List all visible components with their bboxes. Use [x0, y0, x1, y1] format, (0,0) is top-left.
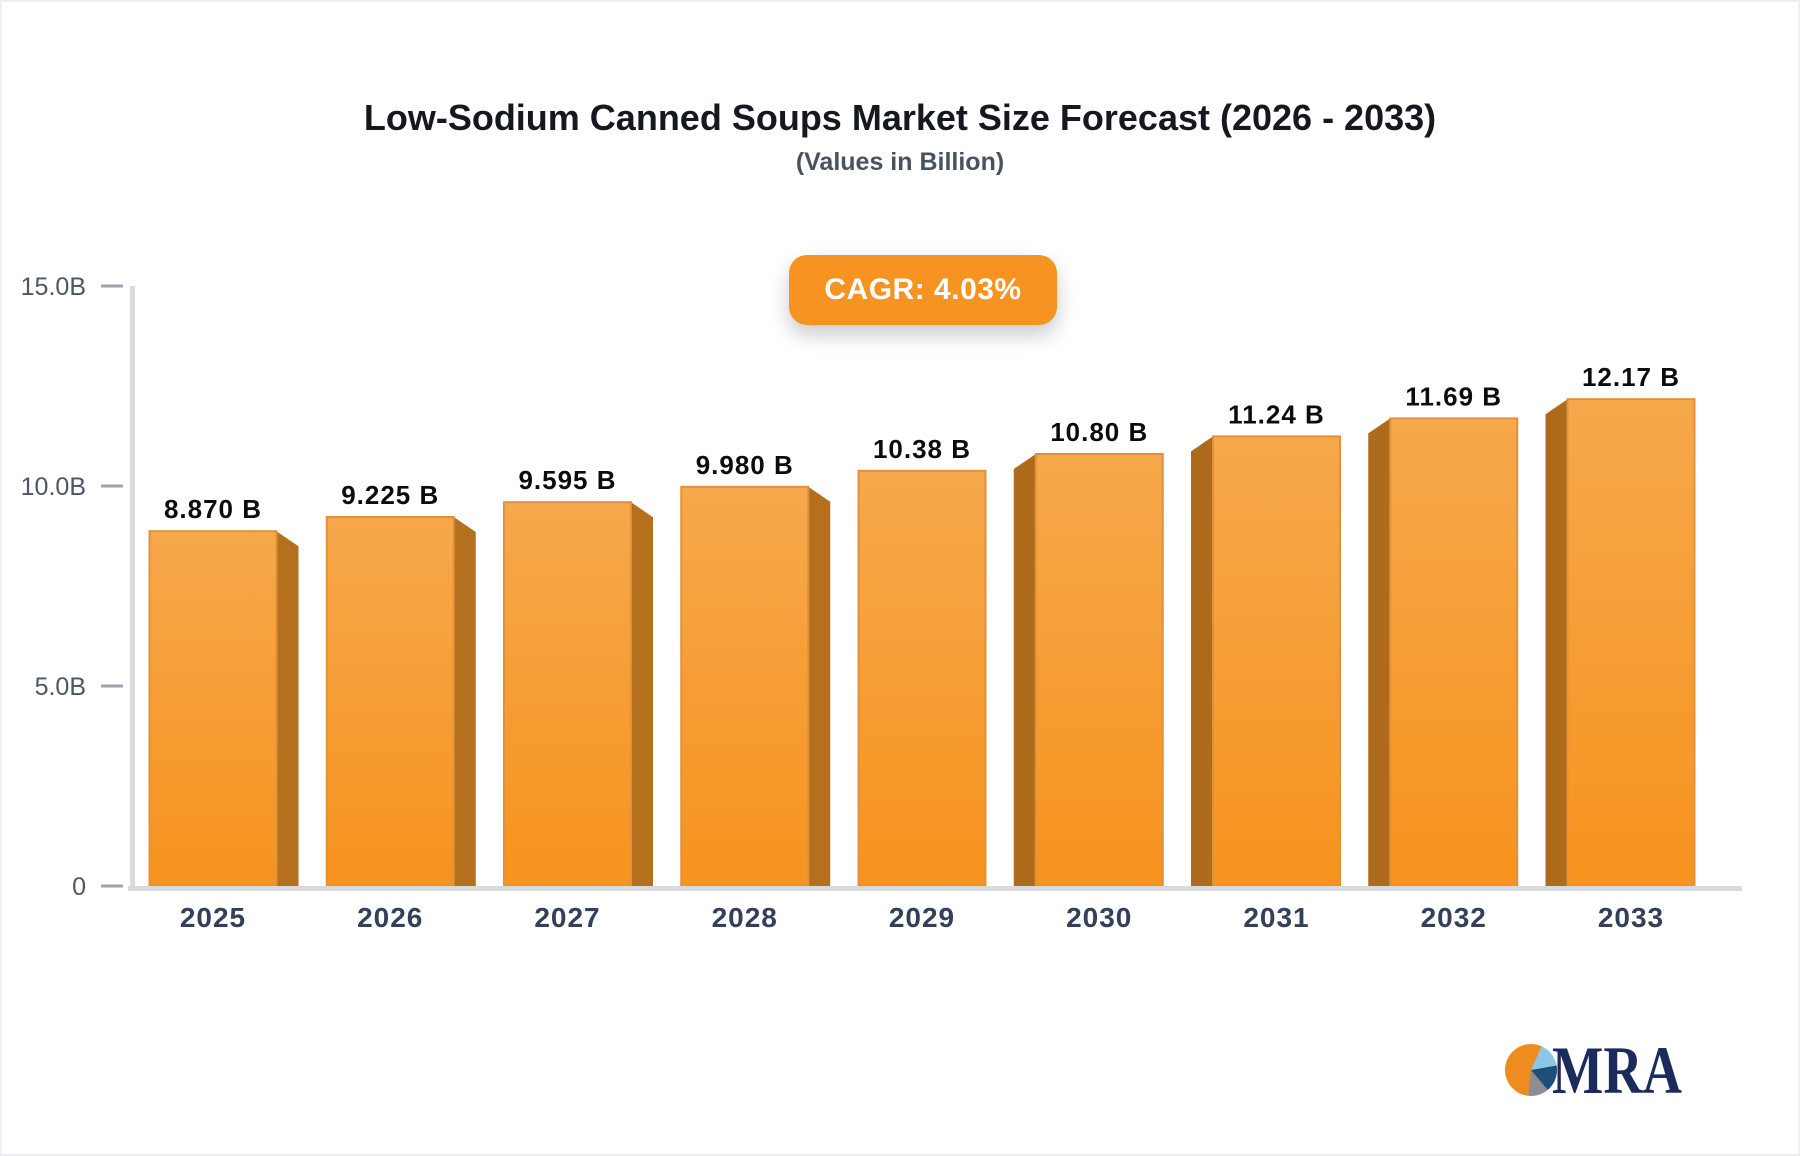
bar-group-2030: 10.80 B 2030	[1013, 417, 1164, 933]
bar-2025	[148, 530, 278, 887]
bar-value-label: 12.17 B	[1582, 362, 1680, 392]
x-axis-label-2027: 2027	[534, 902, 600, 933]
bar-value-label: 8.870 B	[164, 494, 262, 524]
bar-group-2029: 10.38 B 2029	[857, 434, 987, 933]
x-axis-label-2026: 2026	[357, 902, 423, 933]
bar-2032	[1389, 417, 1519, 887]
bar-value-label: 9.980 B	[696, 450, 794, 480]
x-axis-label-2030: 2030	[1066, 902, 1132, 933]
bar-side-face	[1368, 418, 1391, 886]
x-axis-label-2032: 2032	[1421, 902, 1487, 933]
bar-value-label: 11.69 B	[1405, 381, 1502, 411]
bar-group-2026: 9.225 B 2026	[325, 480, 476, 933]
bar-side-face	[453, 517, 476, 886]
x-axis-label-2028: 2028	[712, 902, 778, 933]
bar-side-face	[1191, 436, 1213, 886]
bar-group-2033: 12.17 B 2033	[1545, 362, 1696, 933]
bar-value-label: 10.80 B	[1050, 417, 1148, 447]
cagr-badge: CAGR: 4.03%	[789, 255, 1057, 325]
chart-title: Low-Sodium Canned Soups Market Size Fore…	[363, 97, 1437, 138]
bar-group-2027: 9.595 B 2027	[503, 465, 653, 933]
bar-side-face	[276, 531, 299, 886]
x-axis-label-2025: 2025	[180, 902, 246, 933]
bar-side-face	[808, 486, 831, 886]
bar-side-face	[631, 502, 653, 886]
bar-value-label: 10.38 B	[873, 434, 971, 464]
bar-2028	[680, 485, 810, 887]
bar-2031	[1212, 435, 1341, 887]
bar-group-2031: 11.24 B 2031	[1191, 399, 1341, 933]
bar-2033	[1566, 398, 1696, 887]
bar-2029	[857, 469, 987, 887]
y-axis-tick-label: 0	[72, 873, 86, 901]
bar-2030	[1034, 453, 1164, 887]
bar-2027	[503, 501, 632, 887]
bar-group-2025: 8.870 B 2025	[148, 494, 299, 933]
x-axis-label-2029: 2029	[889, 902, 955, 933]
bar-side-face	[1545, 399, 1568, 886]
bar-value-label: 9.595 B	[518, 465, 616, 495]
chart-subtitle: (Values in Billion)	[795, 148, 1005, 176]
x-axis-label-2031: 2031	[1243, 902, 1309, 933]
y-axis-tick-label: 15.0B	[21, 273, 86, 301]
bar-2026	[325, 516, 455, 887]
x-axis-label-2033: 2033	[1598, 902, 1664, 933]
y-axis-tick-label: 5.0B	[35, 673, 86, 701]
bar-value-label: 9.225 B	[341, 480, 439, 510]
y-axis-tick-label: 10.0B	[21, 473, 86, 501]
bar-group-2032: 11.69 B 2032	[1368, 381, 1519, 933]
bar-value-label: 11.24 B	[1228, 399, 1325, 429]
bar-group-2028: 9.980 B 2028	[680, 450, 831, 933]
bar-side-face	[1013, 454, 1036, 886]
